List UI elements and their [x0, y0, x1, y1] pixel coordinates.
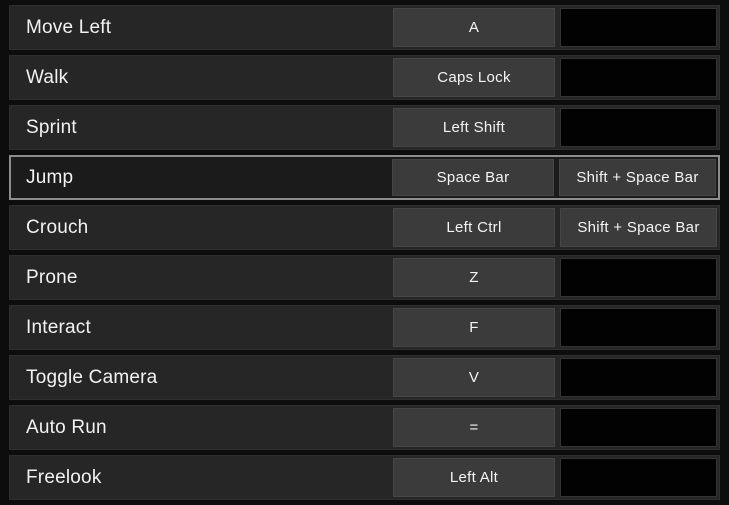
secondary-key-cell[interactable] — [560, 58, 717, 97]
keybinding-row[interactable]: Toggle Camera V — [9, 355, 720, 400]
action-name-cell: Crouch — [12, 208, 393, 247]
primary-key-label: F — [469, 319, 479, 336]
action-name-cell: Sprint — [12, 108, 393, 147]
action-label: Interact — [26, 317, 91, 338]
action-label: Move Left — [26, 17, 112, 38]
secondary-key-cell[interactable] — [560, 108, 717, 147]
action-name-cell: Walk — [12, 58, 393, 97]
secondary-key-cell[interactable] — [560, 358, 717, 397]
primary-key-label: Left Ctrl — [446, 219, 502, 236]
keybinding-row[interactable]: Jump Space Bar Shift + Space Bar — [9, 155, 720, 200]
action-name-cell: Freelook — [12, 458, 393, 497]
action-name-cell: Prone — [12, 258, 393, 297]
primary-key-cell[interactable]: V — [393, 358, 555, 397]
action-name-cell: Move Left — [12, 8, 393, 47]
primary-key-cell[interactable]: Z — [393, 258, 555, 297]
secondary-key-cell[interactable] — [560, 408, 717, 447]
primary-key-label: Z — [469, 269, 479, 286]
action-label: Jump — [26, 167, 74, 188]
secondary-key-cell[interactable]: Shift + Space Bar — [559, 159, 716, 196]
action-label: Prone — [26, 267, 78, 288]
secondary-key-cell[interactable] — [560, 458, 717, 497]
primary-key-label: Left Shift — [442, 119, 506, 136]
keybinding-row[interactable]: Prone Z — [9, 255, 720, 300]
keybinding-row[interactable]: Walk Caps Lock — [9, 55, 720, 100]
action-label: Walk — [26, 67, 69, 88]
keybinding-row[interactable]: Move Left A — [9, 5, 720, 50]
keybinding-row[interactable]: Crouch Left Ctrl Shift + Space Bar — [9, 205, 720, 250]
primary-key-cell[interactable]: = — [393, 408, 555, 447]
secondary-key-cell[interactable] — [560, 258, 717, 297]
action-name-cell: Auto Run — [12, 408, 393, 447]
secondary-key-label: Shift + Space Bar — [576, 169, 699, 186]
secondary-key-cell[interactable] — [560, 8, 717, 47]
action-label: Crouch — [26, 217, 89, 238]
primary-key-label: V — [468, 369, 480, 386]
primary-key-label: A — [468, 19, 480, 36]
primary-key-label: Left Alt — [449, 469, 499, 486]
action-label: Auto Run — [26, 417, 107, 438]
secondary-key-label: Shift + Space Bar — [577, 219, 700, 236]
keybinding-row[interactable]: Auto Run = — [9, 405, 720, 450]
secondary-key-cell[interactable] — [560, 308, 717, 347]
action-label: Toggle Camera — [26, 367, 158, 388]
primary-key-cell[interactable]: Caps Lock — [393, 58, 555, 97]
primary-key-label: Caps Lock — [437, 69, 511, 86]
keybinding-row[interactable]: Sprint Left Shift — [9, 105, 720, 150]
action-name-cell: Interact — [12, 308, 393, 347]
action-label: Freelook — [26, 467, 102, 488]
primary-key-cell[interactable]: Space Bar — [392, 159, 554, 196]
action-name-cell: Jump — [13, 159, 392, 196]
primary-key-cell[interactable]: A — [393, 8, 555, 47]
primary-key-cell[interactable]: Left Ctrl — [393, 208, 555, 247]
primary-key-cell[interactable]: Left Shift — [393, 108, 555, 147]
primary-key-cell[interactable]: F — [393, 308, 555, 347]
keybinding-row[interactable]: Interact F — [9, 305, 720, 350]
primary-key-label: = — [469, 419, 479, 436]
keybindings-list: Move Left A Walk Caps Lock Sprint Left Shift J… — [9, 5, 720, 500]
action-name-cell: Toggle Camera — [12, 358, 393, 397]
primary-key-label: Space Bar — [436, 169, 510, 186]
action-label: Sprint — [26, 117, 77, 138]
primary-key-cell[interactable]: Left Alt — [393, 458, 555, 497]
keybinding-row[interactable]: Freelook Left Alt — [9, 455, 720, 500]
secondary-key-cell[interactable]: Shift + Space Bar — [560, 208, 717, 247]
